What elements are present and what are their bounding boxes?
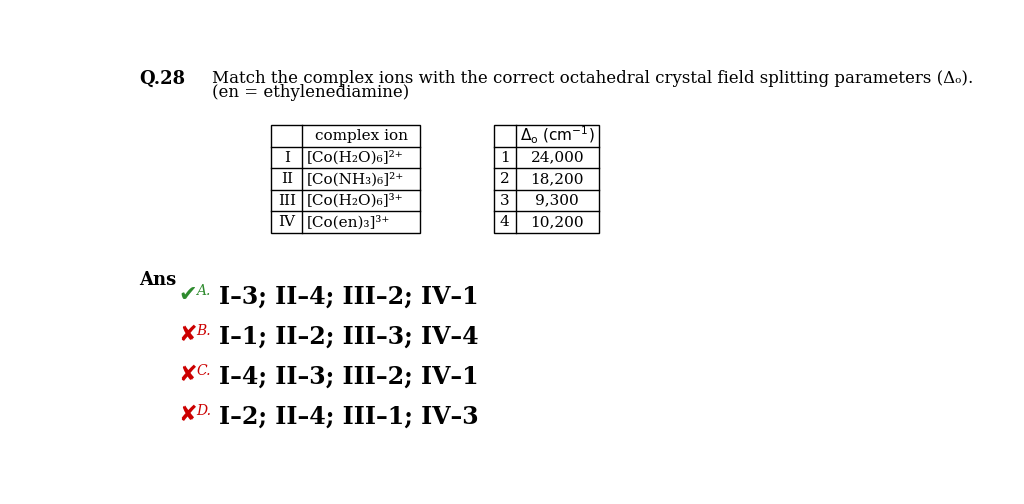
Bar	[271, 125, 420, 233]
Text: complex ion: complex ion	[314, 129, 408, 143]
Text: ✘: ✘	[178, 364, 197, 385]
Text: I–2; II–4; III–1; IV–3: I–2; II–4; III–1; IV–3	[219, 405, 479, 429]
Text: II: II	[281, 172, 293, 186]
Text: [Co(NH₃)₆]²⁺: [Co(NH₃)₆]²⁺	[307, 172, 404, 186]
Text: 24,000: 24,000	[530, 151, 584, 164]
Text: III: III	[278, 194, 296, 208]
Text: D.: D.	[197, 404, 211, 418]
Text: ✘: ✘	[178, 405, 197, 425]
Text: C.: C.	[197, 364, 211, 378]
Text: Match the complex ions with the correct octahedral crystal field splitting param: Match the complex ions with the correct …	[212, 70, 973, 87]
Text: 4: 4	[500, 215, 510, 229]
Text: A.: A.	[197, 284, 211, 298]
Text: IV: IV	[279, 215, 295, 229]
Text: I–3; II–4; III–2; IV–1: I–3; II–4; III–2; IV–1	[219, 285, 479, 308]
Text: I: I	[284, 151, 290, 164]
Text: 18,200: 18,200	[530, 172, 584, 186]
Text: 1: 1	[500, 151, 510, 164]
Text: 3: 3	[500, 194, 510, 208]
Text: 9,300: 9,300	[536, 194, 580, 208]
Text: 2: 2	[500, 172, 510, 186]
Text: ✘: ✘	[178, 325, 197, 345]
Text: (en = ethylenediamine): (en = ethylenediamine)	[212, 84, 409, 101]
Text: [Co(en)₃]³⁺: [Co(en)₃]³⁺	[307, 215, 390, 229]
Text: [Co(H₂O)₆]³⁺: [Co(H₂O)₆]³⁺	[307, 194, 403, 208]
Text: Q.28: Q.28	[139, 70, 185, 88]
Text: I–4; II–3; III–2; IV–1: I–4; II–3; III–2; IV–1	[219, 364, 479, 389]
Text: B.: B.	[197, 324, 211, 338]
Bar	[494, 125, 599, 233]
Text: [Co(H₂O)₆]²⁺: [Co(H₂O)₆]²⁺	[307, 150, 403, 165]
Text: ✔: ✔	[178, 285, 197, 304]
Text: I–1; II–2; III–3; IV–4: I–1; II–2; III–3; IV–4	[219, 325, 479, 349]
Text: 10,200: 10,200	[530, 215, 584, 229]
Text: Ans: Ans	[139, 272, 176, 289]
Text: $\Delta_\mathrm{o}\ (\mathrm{cm}^{-1})$: $\Delta_\mathrm{o}\ (\mathrm{cm}^{-1})$	[520, 125, 595, 147]
